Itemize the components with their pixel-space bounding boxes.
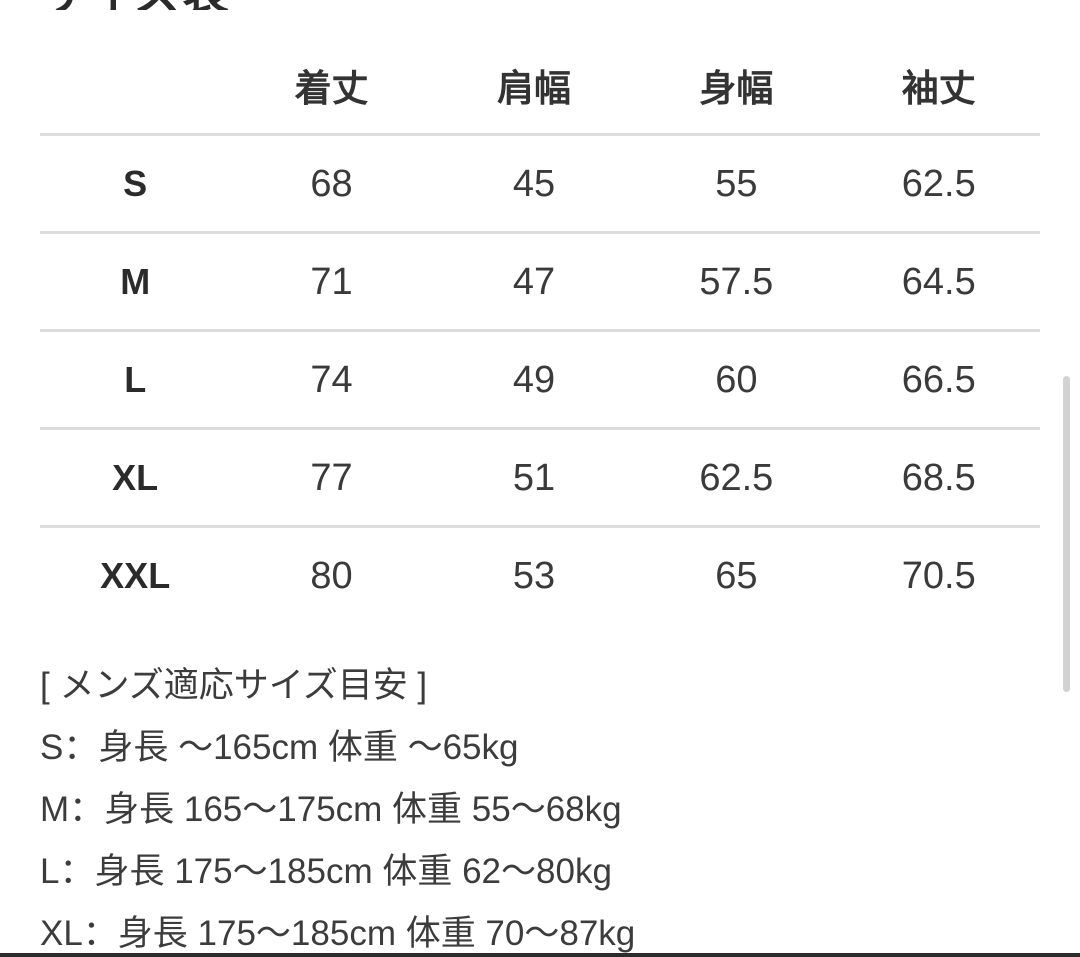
cell-length: 80	[310, 555, 353, 598]
table-row: S 68 45 55 62.5	[40, 134, 1040, 234]
cell-sleeve-length: 64.5	[837, 232, 1040, 332]
cell-chest-width: 57.5	[635, 232, 838, 332]
cell-sleeve-length: 66.5	[837, 330, 1040, 430]
column-header-shoulder-width: 肩幅	[432, 44, 636, 136]
cell-length: 68	[230, 134, 433, 234]
cell-length: 77	[230, 428, 433, 528]
column-header-sleeve-length: 袖丈	[837, 44, 1040, 136]
table-row: L 74 49 60 66.5	[40, 330, 1040, 430]
cell-shoulder-width: 47	[432, 232, 636, 332]
cell-shoulder-width: 45	[432, 134, 636, 234]
fit-guide-line-m: M：身長 165〜175cm 体重 55〜68kg	[40, 790, 622, 829]
cell-shoulder-width: 51	[432, 428, 636, 528]
cell-size-label: XL	[40, 428, 231, 528]
cell-sleeve-length: 70.5	[901, 555, 976, 598]
table-row: M 71 47 57.5 64.5	[40, 232, 1040, 332]
cell-chest-width: 60	[635, 330, 838, 430]
cell-length: 74	[230, 330, 433, 430]
fit-guide-line-l: L：身長 175〜185cm 体重 62〜80kg	[40, 852, 612, 891]
cell-sleeve-length: 62.5	[837, 134, 1040, 234]
table-row: XXL 80 53 65 70.5	[40, 527, 1040, 625]
fit-guide-notes: [ メンズ適応サイズ目安 ] S：身長 〜165cm 体重 〜65kg M：身長…	[40, 655, 940, 957]
cell-sleeve-length: 68.5	[837, 428, 1040, 528]
cell-size-label: M	[40, 232, 231, 332]
column-header-size	[40, 44, 231, 136]
fit-guide-heading: [ メンズ適応サイズ目安 ]	[40, 666, 428, 705]
fit-guide-line-xl: XL：身長 175〜185cm 体重 70〜87kg	[40, 914, 636, 953]
cell-length: 71	[230, 232, 433, 332]
cell-size-label: L	[40, 330, 231, 430]
table-row: XL 77 51 62.5 68.5	[40, 428, 1040, 528]
cell-chest-width: 65	[715, 555, 758, 598]
column-header-chest-width: 身幅	[635, 44, 838, 136]
vertical-scrollbar-thumb[interactable]	[1063, 376, 1070, 692]
table-body: S 68 45 55 62.5 M 71 47 57.5 64.5 L 74 4…	[40, 134, 1040, 625]
column-header-length: 着丈	[230, 44, 433, 136]
table-header-row: 着丈 肩幅 身幅 袖丈	[40, 44, 1040, 136]
cell-chest-width: 55	[635, 134, 838, 234]
fit-guide-line-s: S：身長 〜165cm 体重 〜65kg	[40, 728, 519, 767]
size-chart-table: 着丈 肩幅 身幅 袖丈 S 68 45 55 62.5 M 71 47 57.5…	[40, 44, 1040, 625]
bottom-divider	[0, 953, 1080, 957]
table-header: 着丈 肩幅 身幅 袖丈	[40, 44, 1040, 136]
cell-chest-width: 62.5	[635, 428, 838, 528]
cell-shoulder-width: 53	[512, 555, 556, 598]
page-title: サイズ表	[40, 0, 231, 10]
cell-size-label: S	[40, 134, 231, 234]
cell-size-label: XXL	[100, 555, 171, 597]
cell-shoulder-width: 49	[432, 330, 636, 430]
